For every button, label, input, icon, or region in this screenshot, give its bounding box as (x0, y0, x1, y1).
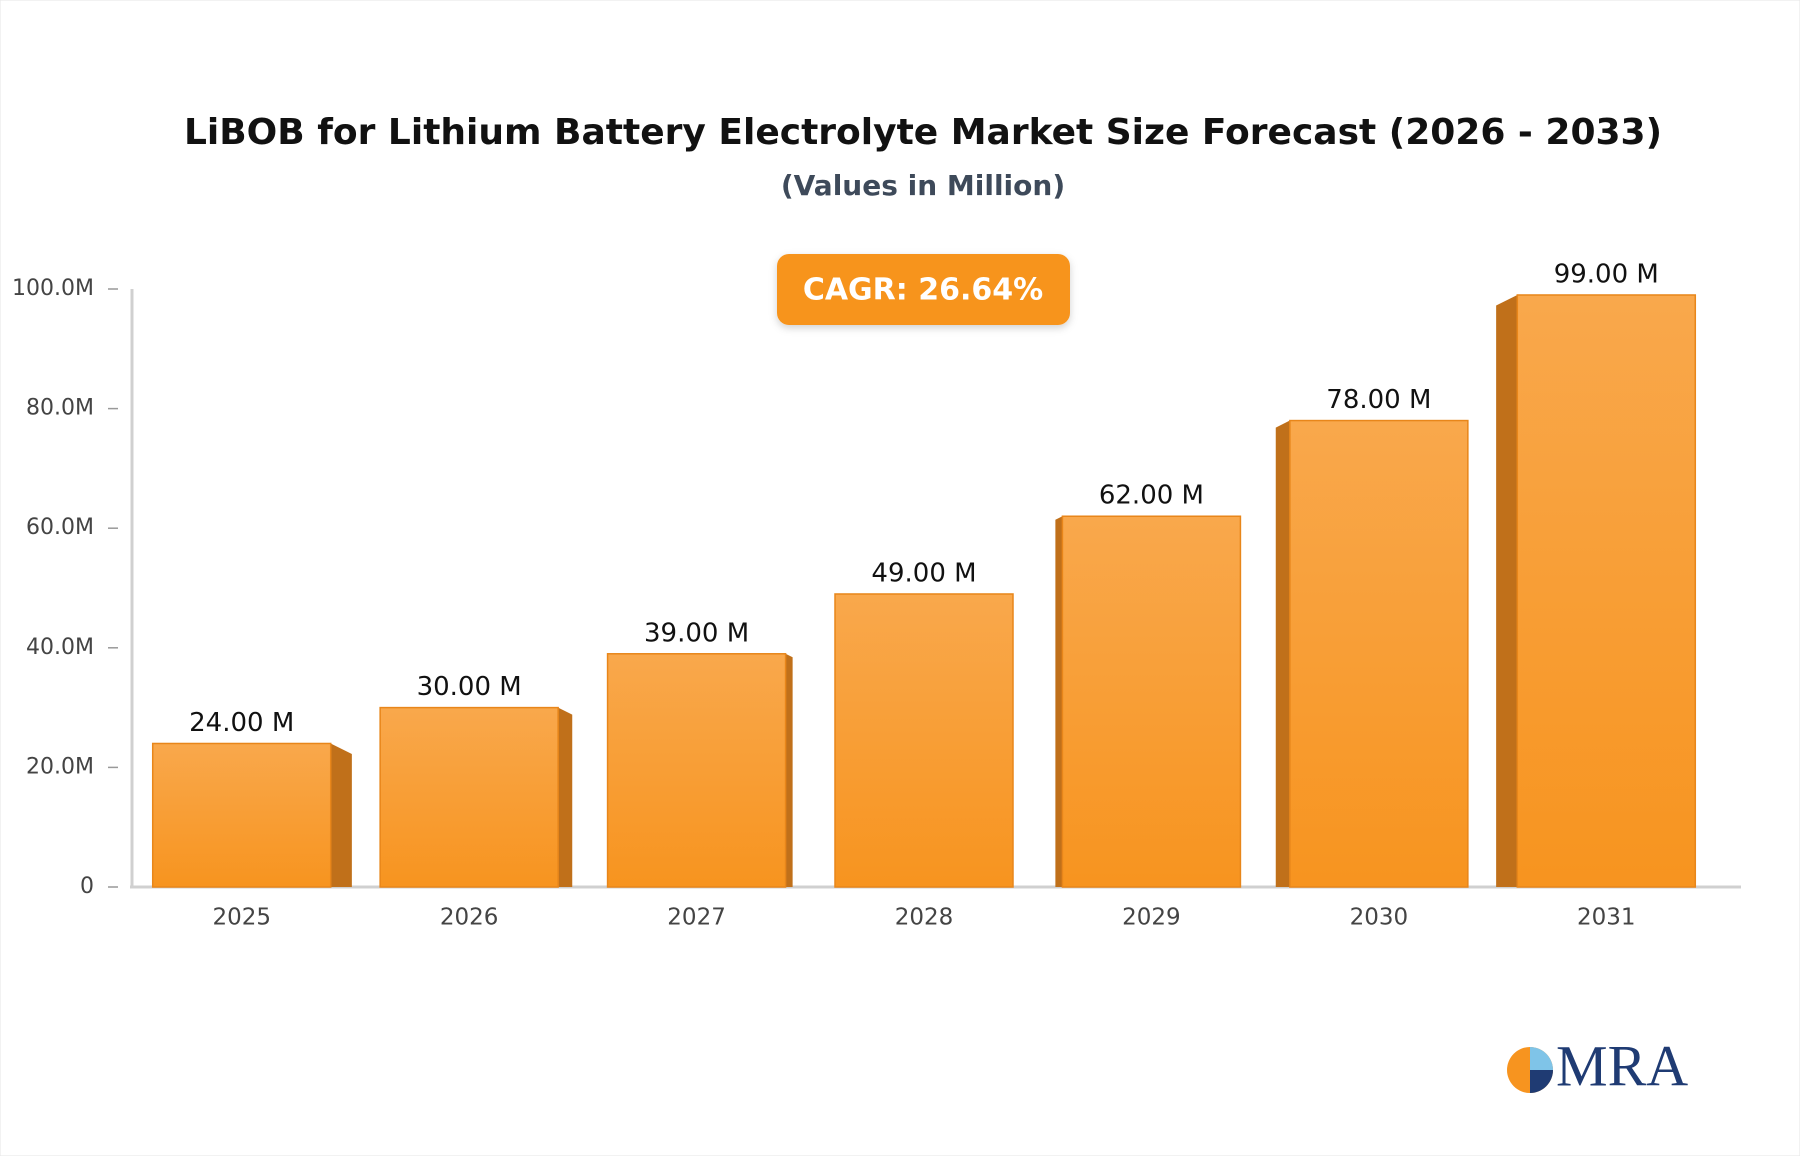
x-tick-label: 2029 (1122, 905, 1181, 931)
bar (1061, 515, 1242, 888)
x-tick-label: 2030 (1350, 905, 1409, 931)
x-tick-label: 2027 (667, 905, 726, 931)
bar-side (785, 653, 793, 887)
y-tick-label: 20.0M (26, 754, 94, 779)
chart-subtitle: (Values in Million) (781, 169, 1065, 202)
x-tick-label: 2025 (212, 905, 271, 931)
value-label: 49.00 M (871, 558, 976, 588)
value-label: 30.00 M (417, 672, 522, 702)
logo: MRA (1507, 1033, 1688, 1098)
x-tick-label: 2031 (1577, 905, 1636, 931)
cagr-badge: CAGR: 26.64% (777, 254, 1070, 325)
value-label: 39.00 M (644, 618, 749, 648)
bar-side (1496, 294, 1518, 888)
y-tick-label: 100.0M (12, 276, 94, 301)
badge-text: CAGR: 26.64% (803, 273, 1043, 308)
chart-title: LiBOB for Lithium Battery Electrolyte Ma… (184, 112, 1662, 153)
badge-box (777, 254, 1070, 325)
value-label: 62.00 M (1099, 481, 1204, 511)
bar-side (330, 743, 352, 887)
bar (606, 653, 787, 888)
y-tick-label: 0 (80, 874, 94, 899)
y-tick-label: 80.0M (26, 396, 94, 421)
bar (1289, 419, 1469, 888)
bar (1516, 294, 1697, 888)
bar (834, 593, 1014, 888)
x-tick-label: 2028 (895, 905, 954, 931)
y-tick-label: 60.0M (26, 515, 94, 540)
bar-side (558, 707, 573, 887)
logo-slice (1530, 1047, 1553, 1070)
bar-side (1055, 516, 1063, 887)
logo-text: MRA (1556, 1033, 1688, 1098)
value-label: 78.00 M (1326, 385, 1431, 415)
bar (151, 742, 332, 888)
value-label: 24.00 M (189, 708, 294, 738)
logo-slice (1530, 1070, 1553, 1093)
bar (379, 706, 559, 888)
y-tick-label: 40.0M (26, 635, 94, 660)
x-tick-label: 2026 (440, 905, 499, 931)
value-label: 99.00 M (1554, 259, 1659, 289)
bar-side (1275, 420, 1290, 887)
